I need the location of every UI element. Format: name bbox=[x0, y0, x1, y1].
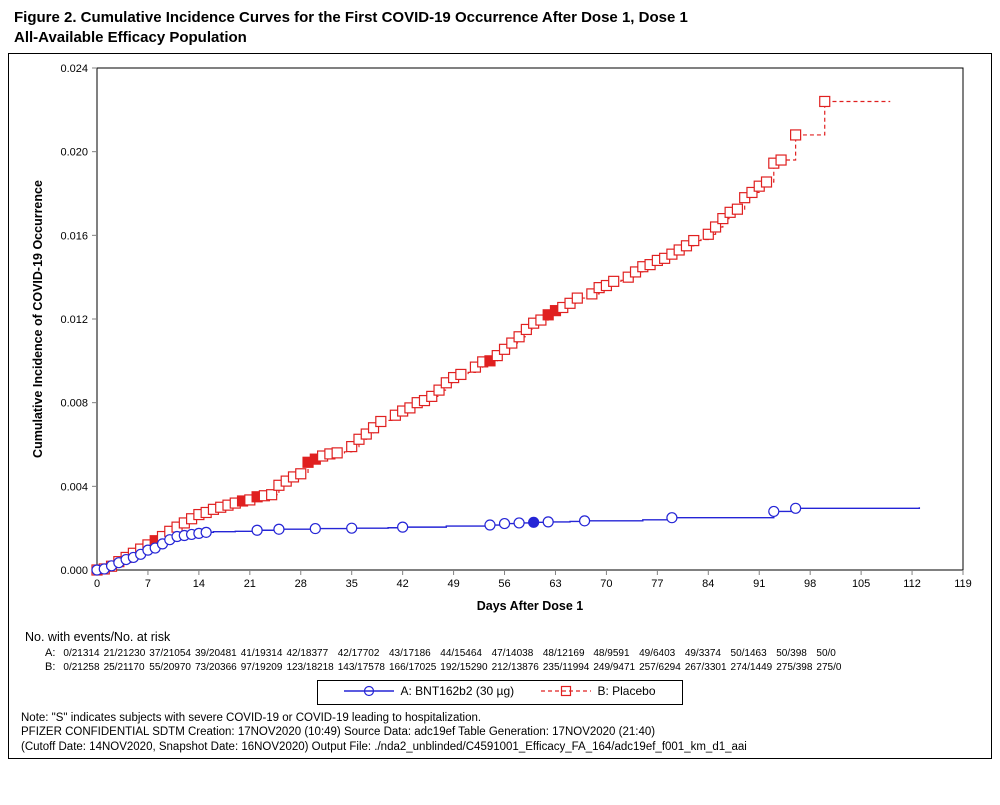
footnote-1: Note: "S" indicates subjects with severe… bbox=[21, 711, 985, 725]
svg-text:28: 28 bbox=[295, 578, 307, 590]
svg-text:112: 112 bbox=[903, 578, 921, 590]
svg-text:77: 77 bbox=[651, 578, 663, 590]
title-line-2: All-Available Efficacy Population bbox=[14, 29, 247, 46]
legend-b-label: B: Placebo bbox=[597, 684, 655, 698]
figure-frame: 0 7 14 21 28 35 42 49 56 63 70 77 84 91 98 105 112 119 0.0… bbox=[8, 53, 992, 759]
figure-title: Figure 2. Cumulative Incidence Curves fo… bbox=[14, 8, 992, 47]
svg-text:91: 91 bbox=[753, 578, 765, 590]
svg-text:98: 98 bbox=[804, 578, 816, 590]
svg-text:0: 0 bbox=[94, 578, 100, 590]
title-line-1: Figure 2. Cumulative Incidence Curves fo… bbox=[14, 9, 688, 26]
legend-sample-a bbox=[344, 684, 394, 698]
svg-text:0.004: 0.004 bbox=[60, 481, 88, 493]
svg-text:49: 49 bbox=[447, 578, 459, 590]
legend-item-a: A: BNT162b2 (30 µg) bbox=[344, 684, 514, 698]
svg-text:70: 70 bbox=[600, 578, 612, 590]
svg-text:0.016: 0.016 bbox=[60, 230, 88, 242]
svg-text:Cumulative Incidence of COVID-: Cumulative Incidence of COVID-19 Occurre… bbox=[31, 180, 45, 458]
svg-text:0.024: 0.024 bbox=[60, 63, 88, 75]
svg-text:63: 63 bbox=[549, 578, 561, 590]
svg-text:0.008: 0.008 bbox=[60, 398, 88, 410]
svg-text:42: 42 bbox=[397, 578, 409, 590]
svg-text:119: 119 bbox=[954, 578, 972, 590]
legend-a-label: A: BNT162b2 (30 µg) bbox=[400, 684, 514, 698]
svg-text:105: 105 bbox=[852, 578, 870, 590]
svg-text:56: 56 bbox=[498, 578, 510, 590]
svg-text:0.020: 0.020 bbox=[60, 147, 88, 159]
legend-sample-b bbox=[541, 684, 591, 698]
legend-box: A: BNT162b2 (30 µg) B: Placebo bbox=[317, 680, 682, 705]
svg-text:84: 84 bbox=[702, 578, 714, 590]
svg-text:14: 14 bbox=[193, 578, 205, 590]
footnote-3: (Cutoff Date: 14NOV2020, Snapshot Date: … bbox=[21, 740, 985, 754]
svg-text:7: 7 bbox=[145, 578, 151, 590]
footnote-2: PFIZER CONFIDENTIAL SDTM Creation: 17NOV… bbox=[21, 725, 985, 739]
svg-text:35: 35 bbox=[346, 578, 358, 590]
footnotes: Note: "S" indicates subjects with severe… bbox=[21, 711, 985, 754]
legend-item-b: B: Placebo bbox=[541, 684, 655, 698]
svg-text:21: 21 bbox=[244, 578, 256, 590]
svg-text:0.000: 0.000 bbox=[60, 565, 88, 577]
km-chart: 0 7 14 21 28 35 42 49 56 63 70 77 84 91 98 105 112 119 0.0… bbox=[15, 58, 983, 628]
risk-heading: No. with events/No. at risk bbox=[25, 630, 985, 644]
risk-table: A:0/2131421/2123037/2105439/2048141/1931… bbox=[43, 646, 843, 674]
svg-text:Days After Dose 1: Days After Dose 1 bbox=[477, 599, 584, 613]
svg-text:0.012: 0.012 bbox=[60, 314, 88, 326]
